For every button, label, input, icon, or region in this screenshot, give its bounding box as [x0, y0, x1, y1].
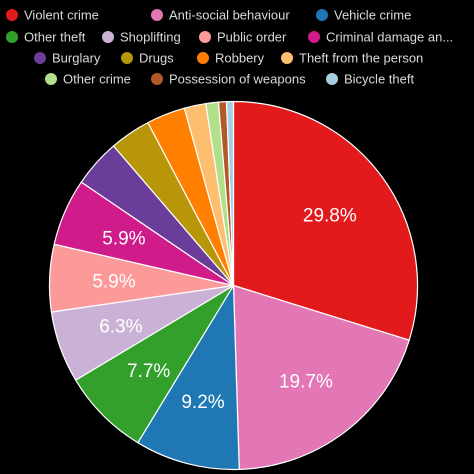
- pie-slice-anti-social-behaviour: [232, 284, 410, 471]
- legend-swatch: [151, 73, 163, 85]
- legend-label: Other theft: [24, 30, 86, 45]
- legend-swatch: [326, 73, 338, 85]
- legend-swatch: [34, 52, 46, 64]
- slice-labels: 29.8% 19.7% 9.2% 7.7% 6.3% 5.9% 5.9%: [92, 206, 357, 414]
- legend-label: Criminal damage an...: [326, 30, 453, 45]
- legend-label: Shoplifting: [120, 30, 181, 45]
- legend-item-bicycle-theft: Bicycle theft: [326, 72, 414, 87]
- slice-label-vehicle-crime: 9.2%: [181, 392, 224, 413]
- legend-swatch: [199, 31, 211, 43]
- legend-label: Public order: [217, 30, 287, 45]
- legend-label: Drugs: [139, 51, 174, 66]
- legend-label: Violent crime: [24, 8, 99, 23]
- legend-item-shoplifting: Shoplifting: [102, 30, 181, 45]
- legend-label: Bicycle theft: [344, 72, 414, 87]
- slice-label-violent-crime: 29.8%: [303, 206, 357, 227]
- slice-label-criminal-damage-an: 5.9%: [102, 229, 145, 250]
- legend-label: Anti-social behaviour: [169, 8, 290, 23]
- legend-item-vehicle-crime: Vehicle crime: [316, 8, 411, 23]
- legend-label: Vehicle crime: [334, 8, 411, 23]
- legend-swatch: [151, 9, 163, 21]
- slice-label-other-theft: 7.7%: [127, 361, 170, 382]
- legend-item-theft-from-the-person: Theft from the person: [281, 51, 423, 66]
- pie-slice-bicycle-theft: [225, 100, 235, 287]
- slice-label-public-order: 5.9%: [92, 272, 135, 293]
- legend: Violent crime Anti-social behaviour Vehicl…: [6, 8, 453, 87]
- legend-label: Other crime: [63, 72, 131, 87]
- legend-item-possession-of-weapons: Possession of weapons: [151, 72, 306, 87]
- legend-swatch: [281, 52, 293, 64]
- legend-swatch: [102, 31, 114, 43]
- legend-label: Theft from the person: [299, 51, 423, 66]
- legend-item-violent-crime: Violent crime: [6, 8, 99, 23]
- legend-item-robbery: Robbery: [197, 51, 265, 66]
- legend-swatch: [45, 73, 57, 85]
- legend-swatch: [121, 52, 133, 64]
- pie-slice-vehicle-crime: [137, 284, 240, 471]
- legend-item-other-theft: Other theft: [6, 30, 86, 45]
- legend-swatch: [308, 31, 320, 43]
- legend-item-public-order: Public order: [199, 30, 287, 45]
- legend-swatch: [197, 52, 209, 64]
- legend-item-other-crime: Other crime: [45, 72, 131, 87]
- legend-swatch: [316, 9, 328, 21]
- legend-label: Possession of weapons: [169, 72, 306, 87]
- slice-label-anti-social-behaviour: 19.7%: [279, 372, 333, 393]
- legend-item-anti-social-behaviour: Anti-social behaviour: [151, 8, 290, 23]
- legend-swatch: [6, 9, 18, 21]
- legend-item-criminal-damage-an: Criminal damage an...: [308, 30, 453, 45]
- pie-slice-violent-crime: [232, 100, 419, 341]
- legend-item-burglary: Burglary: [34, 51, 101, 66]
- slice-label-shoplifting: 6.3%: [99, 317, 142, 338]
- legend-label: Robbery: [215, 51, 265, 66]
- legend-swatch: [6, 31, 18, 43]
- pie-slices: [48, 100, 419, 471]
- legend-item-drugs: Drugs: [121, 51, 174, 66]
- legend-label: Burglary: [52, 51, 101, 66]
